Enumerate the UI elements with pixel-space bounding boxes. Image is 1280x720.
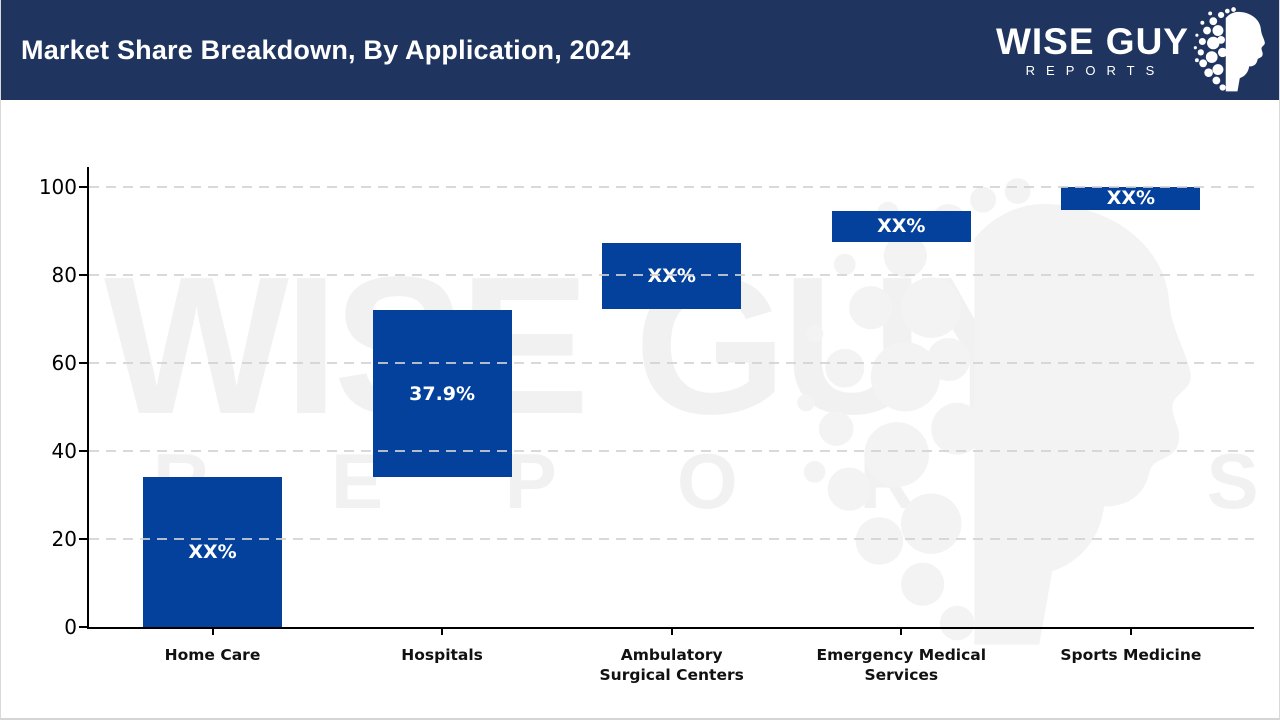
x-axis-label-home-care: Home Care: [164, 646, 261, 664]
x-axis-label-emergency-medical: Emergency Medical Services: [816, 646, 987, 685]
bar-hospitals: 37.9%: [372, 310, 512, 477]
y-axis-tick-label: 20: [51, 527, 77, 551]
gridline-80: [89, 274, 1254, 276]
x-axis-label-sports-medicine: Sports Medicine: [1060, 646, 1202, 664]
gridline-40: [89, 450, 1254, 452]
bar-home-care: XX%: [143, 476, 282, 627]
header-bar: Market Share Breakdown, By Application, …: [1, 0, 1279, 100]
y-axis-tick: [79, 450, 87, 452]
brand-name: WISE GUY: [995, 21, 1189, 62]
bar-value-label: 37.9%: [409, 382, 476, 405]
y-axis-tick: [79, 362, 87, 364]
x-axis-tick: [1129, 627, 1132, 635]
y-axis-tick-label: 100: [38, 175, 77, 199]
y-axis-tick: [79, 274, 87, 276]
x-axis-tick: [670, 627, 673, 635]
brand-logo-text: WISE GUY REPORTS: [996, 23, 1189, 77]
y-axis-tick: [79, 186, 87, 188]
watermark-head-icon: [797, 178, 1191, 645]
x-axis-line: [87, 627, 1254, 629]
gridline-100: [89, 186, 1254, 188]
y-axis-tick-label: 40: [51, 439, 77, 463]
page-title: Market Share Breakdown, By Application, …: [21, 34, 631, 65]
bar-emergency-medical-services: XX%: [831, 210, 971, 242]
x-axis-label-hospitals: Hospitals: [401, 646, 483, 664]
gridline-20: [89, 538, 1254, 540]
bar-sports-medicine: XX%: [1061, 187, 1201, 210]
brand-logo: WISE GUY REPORTS: [996, 0, 1271, 100]
x-axis-tick: [441, 627, 444, 635]
brand-subname: REPORTS: [1025, 63, 1166, 78]
bar-value-label: XX%: [877, 215, 926, 238]
gridline-60: [89, 362, 1254, 364]
brand-head-icon: [1193, 7, 1265, 92]
x-axis-tick: [211, 627, 214, 635]
y-axis-tick: [79, 626, 87, 628]
bar-value-label: XX%: [188, 540, 237, 563]
x-axis-tick: [900, 627, 903, 635]
y-axis-line: [87, 167, 89, 627]
x-axis-label-ambulatory: Ambulatory Surgical Centers: [599, 646, 744, 685]
y-axis-tick: [79, 538, 87, 540]
y-axis-tick-label: 60: [51, 351, 77, 375]
y-axis-tick-label: 80: [51, 263, 77, 287]
bar-value-label: XX%: [1106, 187, 1156, 210]
y-axis-tick-label: 0: [64, 615, 77, 639]
